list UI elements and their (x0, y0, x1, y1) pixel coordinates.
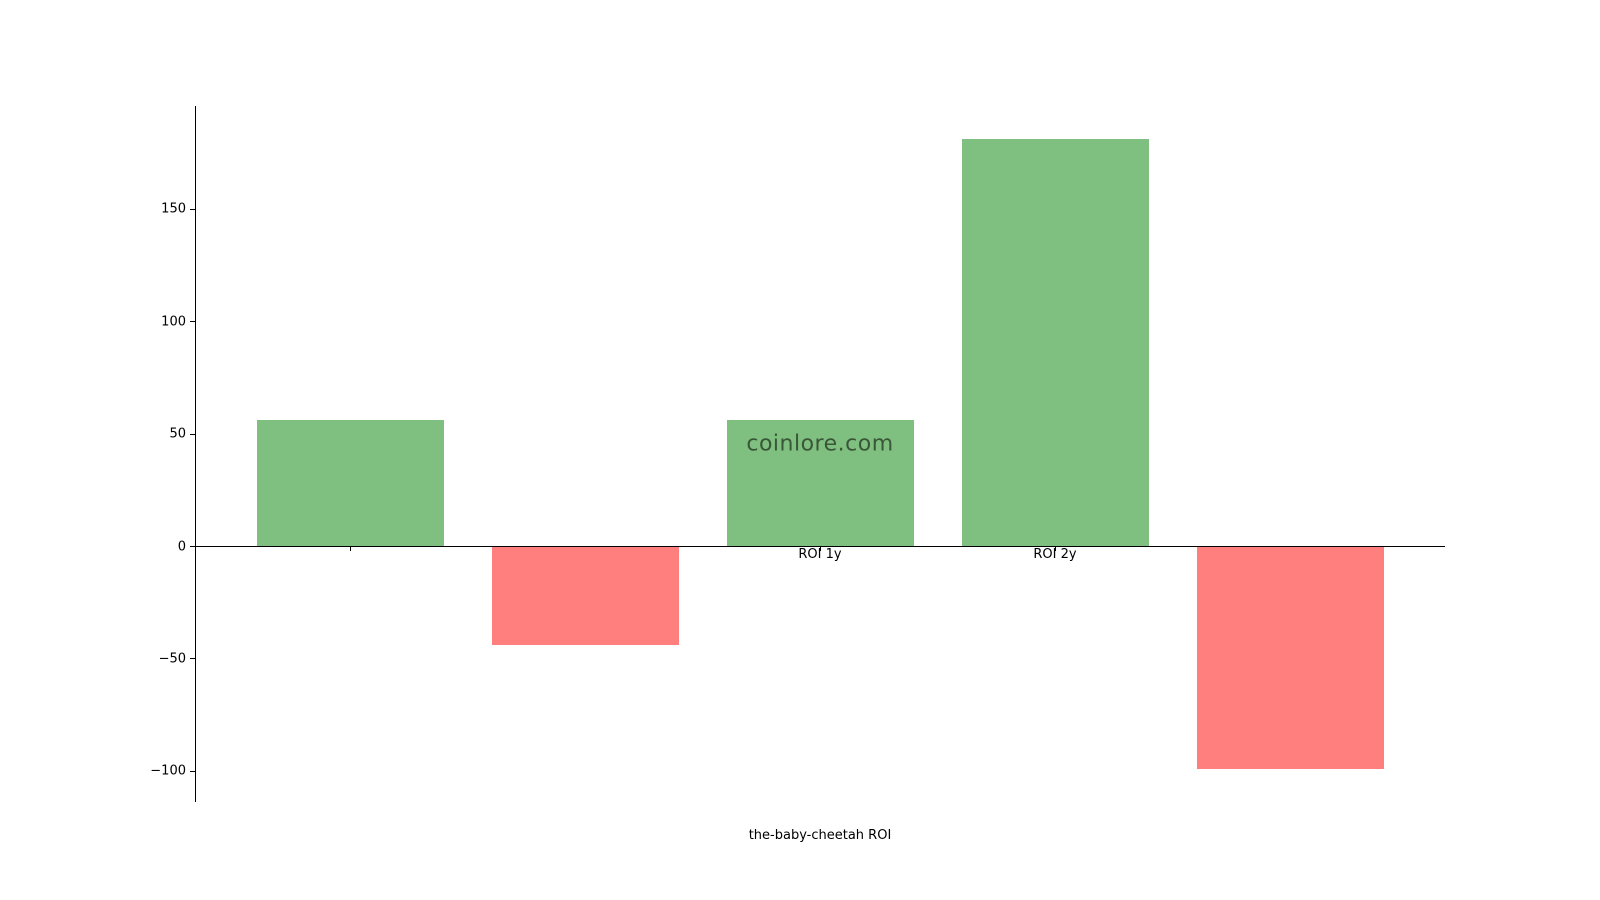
bar-2 (491, 547, 679, 645)
y-tick (190, 658, 195, 660)
x-tick-label-roi-1y: ROI 1y (798, 547, 842, 562)
y-tick-label: −50 (158, 651, 186, 667)
chart-title: the-baby-cheetah ROI (748, 828, 892, 843)
y-tick-label: 100 (161, 314, 186, 330)
x-tick (350, 546, 351, 551)
x-tick (1055, 546, 1056, 551)
y-tick (190, 546, 195, 547)
y-tick (190, 208, 195, 210)
x-tick-label-roi-2y: ROI 2y (1033, 547, 1077, 562)
x-axis-spine (196, 546, 1445, 548)
y-tick-label: −100 (150, 763, 186, 779)
x-tick (820, 546, 821, 551)
watermark-text: coinlore.com (746, 431, 894, 457)
bar-1 (256, 420, 444, 546)
y-tick (190, 433, 195, 435)
y-tick-label: 50 (169, 426, 186, 442)
y-axis-spine (195, 106, 197, 802)
bar-roi-2y (961, 139, 1149, 546)
y-tick (190, 321, 195, 323)
y-tick-label: 0 (177, 539, 186, 554)
y-tick-label: 150 (161, 201, 186, 217)
bar-5 (1196, 547, 1384, 769)
bar-roi-1y (726, 420, 914, 546)
y-tick (190, 770, 195, 772)
